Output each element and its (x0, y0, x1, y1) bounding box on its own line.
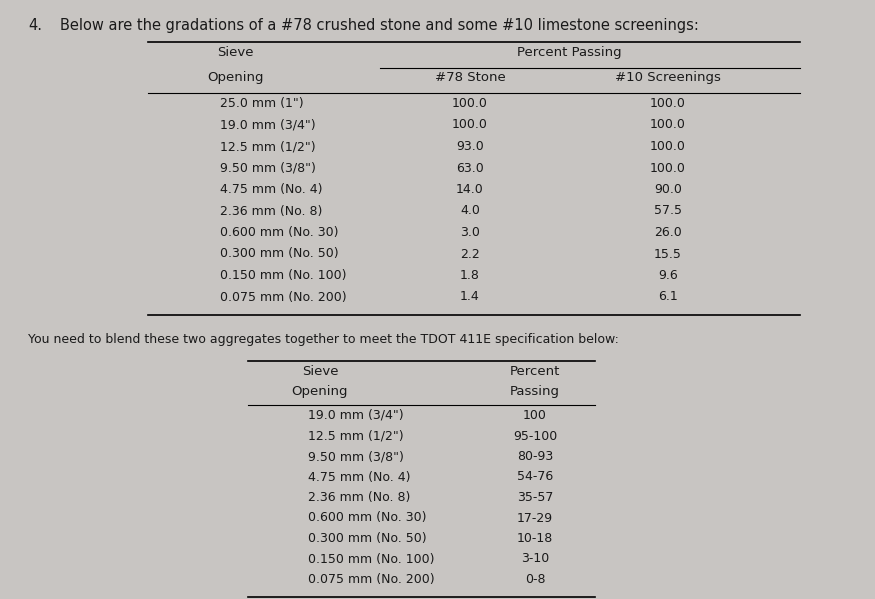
Text: 100.0: 100.0 (650, 162, 686, 174)
Text: You need to blend these two aggregates together to meet the TDOT 411E specificat: You need to blend these two aggregates t… (28, 333, 619, 346)
Text: 0.600 mm (No. 30): 0.600 mm (No. 30) (220, 226, 339, 239)
Text: Percent: Percent (510, 365, 560, 378)
Text: Below are the gradations of a #78 crushed stone and some #10 limestone screening: Below are the gradations of a #78 crushe… (60, 18, 699, 33)
Text: Passing: Passing (510, 385, 560, 398)
Text: 9.50 mm (3/8"): 9.50 mm (3/8") (308, 450, 404, 463)
Text: 10-18: 10-18 (517, 532, 553, 545)
Text: 12.5 mm (1/2"): 12.5 mm (1/2") (308, 429, 403, 443)
Text: 25.0 mm (1"): 25.0 mm (1") (220, 97, 304, 110)
Text: 2.36 mm (No. 8): 2.36 mm (No. 8) (220, 204, 322, 217)
Text: 14.0: 14.0 (456, 183, 484, 196)
Text: 19.0 mm (3/4"): 19.0 mm (3/4") (220, 119, 316, 132)
Text: 0.075 mm (No. 200): 0.075 mm (No. 200) (220, 291, 346, 304)
Text: 3-10: 3-10 (521, 552, 550, 565)
Text: 54-76: 54-76 (517, 470, 553, 483)
Text: 93.0: 93.0 (456, 140, 484, 153)
Text: 2.2: 2.2 (460, 247, 480, 261)
Text: 1.4: 1.4 (460, 291, 480, 304)
Text: Opening: Opening (291, 385, 348, 398)
Text: Opening: Opening (206, 71, 263, 84)
Text: 100.0: 100.0 (650, 140, 686, 153)
Text: 80-93: 80-93 (517, 450, 553, 463)
Text: 0.300 mm (No. 50): 0.300 mm (No. 50) (308, 532, 427, 545)
Text: 4.0: 4.0 (460, 204, 480, 217)
Text: 35-57: 35-57 (517, 491, 553, 504)
Text: 26.0: 26.0 (654, 226, 682, 239)
Text: 15.5: 15.5 (654, 247, 682, 261)
Text: 2.36 mm (No. 8): 2.36 mm (No. 8) (308, 491, 410, 504)
Text: #78 Stone: #78 Stone (435, 71, 506, 84)
Text: 90.0: 90.0 (654, 183, 682, 196)
Text: 100.0: 100.0 (650, 119, 686, 132)
Text: 0.150 mm (No. 100): 0.150 mm (No. 100) (308, 552, 435, 565)
Text: 100.0: 100.0 (452, 97, 488, 110)
Text: 0-8: 0-8 (525, 573, 545, 586)
Text: 95-100: 95-100 (513, 429, 557, 443)
Text: 100.0: 100.0 (452, 119, 488, 132)
Text: 100: 100 (523, 409, 547, 422)
Text: Sieve: Sieve (217, 46, 253, 59)
Text: 6.1: 6.1 (658, 291, 678, 304)
Text: Sieve: Sieve (302, 365, 339, 378)
Text: 9.50 mm (3/8"): 9.50 mm (3/8") (220, 162, 316, 174)
Text: 0.300 mm (No. 50): 0.300 mm (No. 50) (220, 247, 339, 261)
Text: 0.075 mm (No. 200): 0.075 mm (No. 200) (308, 573, 435, 586)
Text: 0.600 mm (No. 30): 0.600 mm (No. 30) (308, 512, 426, 525)
Text: Percent Passing: Percent Passing (516, 46, 621, 59)
Text: 1.8: 1.8 (460, 269, 480, 282)
Text: 63.0: 63.0 (456, 162, 484, 174)
Text: #10 Screenings: #10 Screenings (615, 71, 721, 84)
Text: 100.0: 100.0 (650, 97, 686, 110)
Text: 9.6: 9.6 (658, 269, 678, 282)
Text: 4.75 mm (No. 4): 4.75 mm (No. 4) (220, 183, 323, 196)
Text: 4.: 4. (28, 18, 42, 33)
Text: 3.0: 3.0 (460, 226, 480, 239)
Text: 0.150 mm (No. 100): 0.150 mm (No. 100) (220, 269, 346, 282)
Text: 4.75 mm (No. 4): 4.75 mm (No. 4) (308, 470, 410, 483)
Text: 19.0 mm (3/4"): 19.0 mm (3/4") (308, 409, 403, 422)
Text: 17-29: 17-29 (517, 512, 553, 525)
Text: 12.5 mm (1/2"): 12.5 mm (1/2") (220, 140, 316, 153)
Text: 57.5: 57.5 (654, 204, 682, 217)
